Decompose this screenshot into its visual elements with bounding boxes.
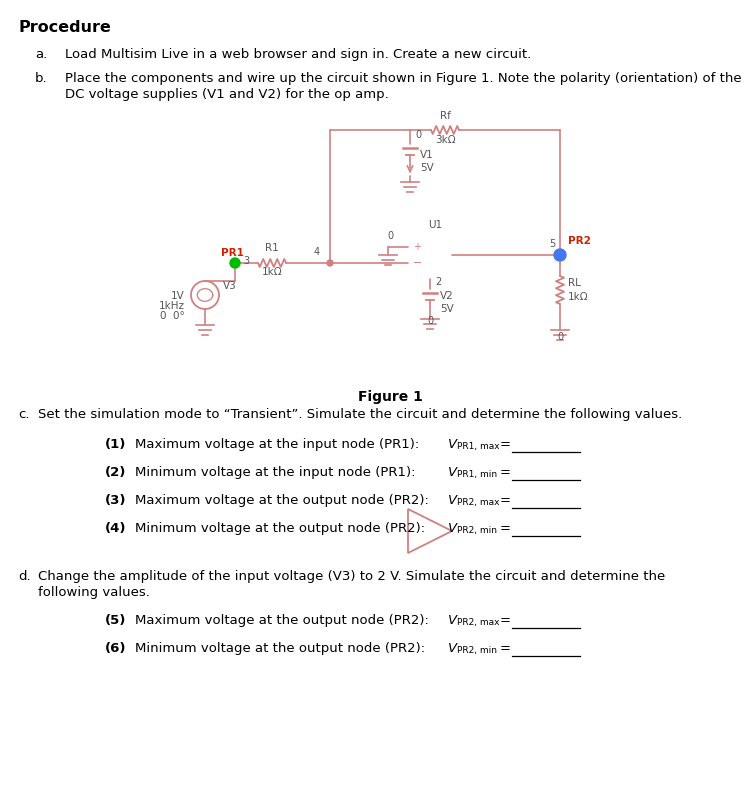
Text: 3kΩ: 3kΩ [434,135,455,145]
Text: PR2, min: PR2, min [457,646,497,655]
Text: (6): (6) [105,642,126,655]
Text: =: = [500,466,516,479]
Text: Place the components and wire up the circuit shown in Figure 1. Note the polarit: Place the components and wire up the cir… [65,72,742,85]
Text: PR2, max: PR2, max [457,498,499,507]
Text: PR1: PR1 [220,248,243,258]
Text: +: + [413,242,421,252]
Text: V: V [448,614,457,627]
Text: (3): (3) [105,494,126,507]
Text: =: = [500,494,516,507]
Text: V3: V3 [223,281,237,291]
Text: R1: R1 [265,243,279,253]
Circle shape [327,260,333,266]
Text: 5V: 5V [420,163,434,173]
Text: Load Multisim Live in a web browser and sign in. Create a new circuit.: Load Multisim Live in a web browser and … [65,48,531,61]
Text: V: V [448,642,457,655]
Text: Change the amplitude of the input voltage (V3) to 2 V. Simulate the circuit and : Change the amplitude of the input voltag… [38,570,665,583]
Text: PR2: PR2 [568,236,591,246]
Text: d.: d. [18,570,31,583]
Text: 5V: 5V [440,304,454,314]
Text: 4: 4 [314,247,320,257]
Text: c.: c. [18,408,30,421]
Text: Set the simulation mode to “Transient”. Simulate the circuit and determine the f: Set the simulation mode to “Transient”. … [38,408,682,421]
Text: PR1, min: PR1, min [457,470,497,479]
Text: PR2, min: PR2, min [457,526,497,535]
Text: (4): (4) [105,522,126,535]
Text: 0  0°: 0 0° [160,311,185,321]
Text: V1: V1 [420,150,434,160]
Text: Rf: Rf [440,111,450,121]
Text: PR1, max: PR1, max [457,442,500,451]
Text: V2: V2 [440,291,454,301]
Text: −: − [413,258,423,268]
Text: =: = [500,438,516,451]
Text: U1: U1 [428,220,442,230]
Text: V: V [448,522,457,535]
Text: 3: 3 [243,256,249,266]
Text: 1kΩ: 1kΩ [262,267,282,277]
Text: =: = [500,642,516,655]
Text: RL: RL [568,278,581,288]
Text: Procedure: Procedure [18,20,111,35]
Text: 1kΩ: 1kΩ [568,292,589,302]
Text: Maximum voltage at the output node (PR2):: Maximum voltage at the output node (PR2)… [135,494,429,507]
Text: =: = [500,614,516,627]
Text: 0: 0 [415,130,421,140]
Text: V: V [448,466,457,479]
Text: Maximum voltage at the input node (PR1):: Maximum voltage at the input node (PR1): [135,438,420,451]
Circle shape [557,252,563,258]
Circle shape [230,258,240,268]
Text: PR2, max: PR2, max [457,618,499,627]
Circle shape [554,249,566,261]
Text: Maximum voltage at the output node (PR2):: Maximum voltage at the output node (PR2)… [135,614,429,627]
Text: 2: 2 [435,277,441,287]
Text: 5: 5 [549,239,555,249]
Text: Minimum voltage at the output node (PR2):: Minimum voltage at the output node (PR2)… [135,642,425,655]
Text: V: V [448,494,457,507]
Text: b.: b. [35,72,48,85]
Text: (5): (5) [105,614,126,627]
Text: following values.: following values. [38,586,150,599]
Text: 0: 0 [387,231,393,241]
Text: V: V [448,438,457,451]
Text: Minimum voltage at the input node (PR1):: Minimum voltage at the input node (PR1): [135,466,415,479]
Text: 1kHz: 1kHz [159,301,185,311]
Text: DC voltage supplies (V1 and V2) for the op amp.: DC voltage supplies (V1 and V2) for the … [65,88,389,101]
Text: a.: a. [35,48,48,61]
Text: 1V: 1V [171,291,185,301]
Text: (1): (1) [105,438,126,451]
Text: =: = [500,522,516,535]
Text: 0: 0 [557,332,563,342]
Text: Minimum voltage at the output node (PR2):: Minimum voltage at the output node (PR2)… [135,522,425,535]
Text: (2): (2) [105,466,126,479]
Text: Figure 1: Figure 1 [358,390,423,404]
Text: 0: 0 [427,316,433,326]
